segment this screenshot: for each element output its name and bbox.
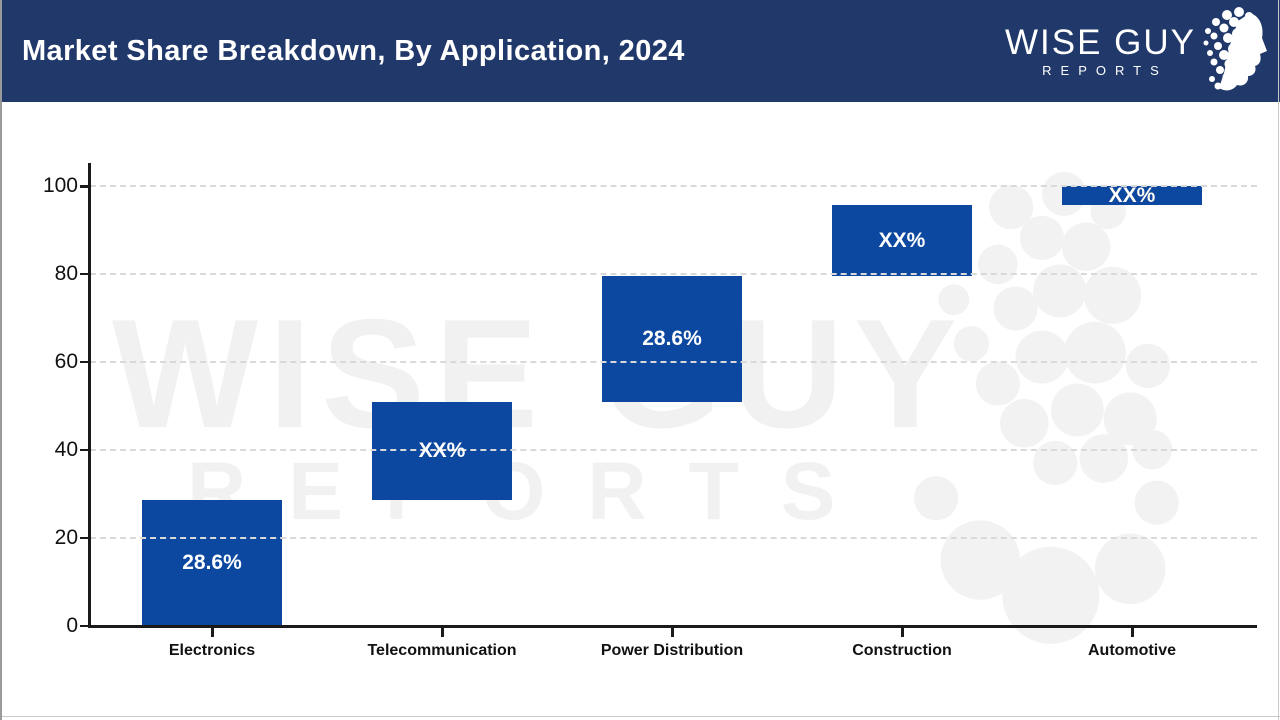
header-band: Market Share Breakdown, By Application, … [2,0,1280,102]
logo-wordmark: WISE GUY [1004,22,1196,62]
bar [832,205,972,277]
bar-label: XX% [418,438,466,462]
bar-label-overflow: XX% [1108,183,1156,207]
watermark-wordmark: WISE GUY [112,287,968,460]
watermark-subtitle: REPORTS [187,446,878,537]
x-axis-label: Telecommunication [367,641,517,659]
watermark-face-icon [914,171,1179,644]
y-tick-mark [80,185,90,188]
x-axis-label: Electronics [168,641,256,659]
bar [1062,186,1202,206]
logo-text: WISE GUY REPORTS [1004,22,1196,78]
gridline [90,360,1257,363]
x-tick-mark [441,626,444,637]
x-axis-label: Power Distribution [600,641,744,659]
x-tick-mark [211,626,214,637]
x-tick-mark [671,626,674,637]
y-axis-line [88,163,91,627]
y-tick-mark [80,272,90,276]
y-tick-label: 0 [66,613,78,637]
y-tick-label: 100 [42,174,78,198]
x-axis-label: Automotive [1088,641,1176,659]
bar-label: 28.6% [642,327,702,350]
bar [142,499,282,626]
gridline [90,536,1257,539]
x-axis-label: Construction [852,641,952,659]
dotted-face-icon [1203,7,1267,91]
bar-label: 28.6% [182,550,242,574]
wise-guy-logo: WISE GUY REPORTS [1005,0,1268,102]
y-tick-mark [80,624,90,627]
y-tick-mark [80,448,90,452]
y-tick-label: 20 [54,525,78,549]
gridline [90,185,1257,188]
x-axis-line [88,625,1257,628]
y-tick-label: 80 [54,261,78,285]
x-tick-mark [901,626,904,637]
y-tick-label: 40 [54,437,78,461]
bar [602,276,742,402]
bar [372,401,512,500]
x-tick-mark [1131,626,1134,637]
page-title: Market Share Breakdown, By Application, … [22,34,685,67]
bar-label: XX% [1108,186,1156,206]
gridline [90,448,1257,451]
logo-subtitle: REPORTS [1042,62,1168,78]
y-tick-mark [80,360,90,364]
y-tick-mark [80,536,90,540]
gridline [90,272,1257,275]
frame-border-bottom [2,716,1280,717]
y-tick-label: 60 [54,349,78,373]
bar-label-clip: XX% [1062,186,1202,205]
bar-label: XX% [878,228,926,252]
frame-border-right [1278,0,1279,720]
